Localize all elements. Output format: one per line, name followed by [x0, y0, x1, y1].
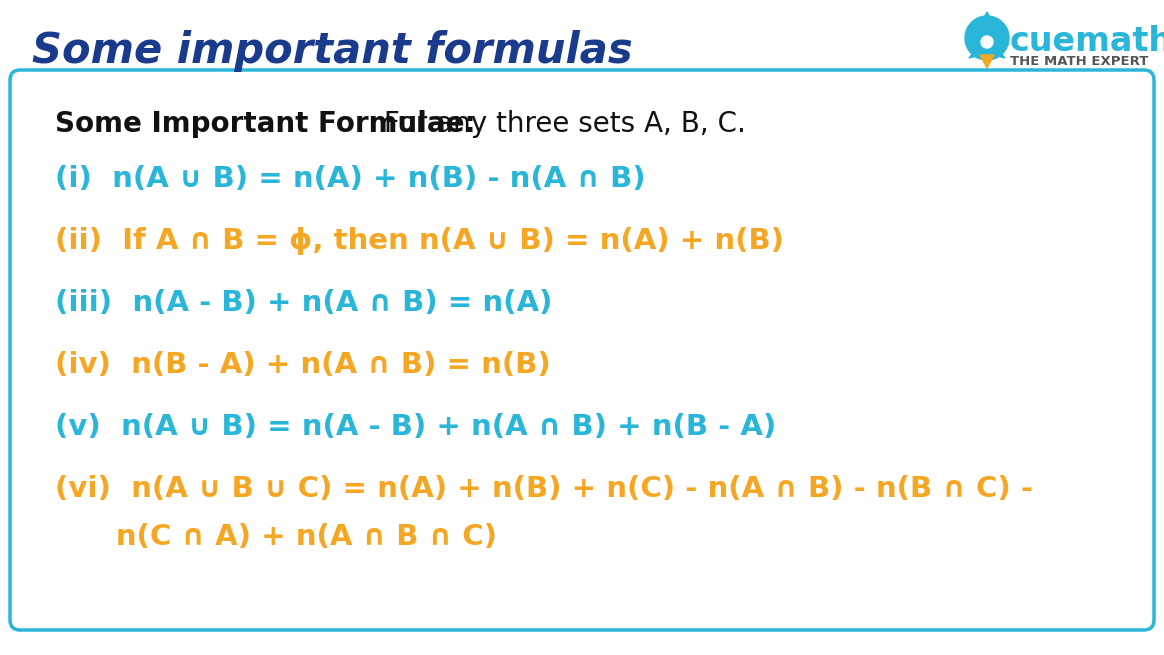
- Text: (iii)  n(A - B) + n(A ∩ B) = n(A): (iii) n(A - B) + n(A ∩ B) = n(A): [55, 289, 553, 317]
- Polygon shape: [998, 48, 1005, 58]
- Text: (iv)  n(B - A) + n(A ∩ B) = n(B): (iv) n(B - A) + n(A ∩ B) = n(B): [55, 351, 551, 379]
- Text: (v)  n(A ∪ B) = n(A - B) + n(A ∩ B) + n(B - A): (v) n(A ∪ B) = n(A - B) + n(A ∩ B) + n(B…: [55, 413, 776, 441]
- Circle shape: [965, 16, 1009, 60]
- Polygon shape: [980, 55, 994, 68]
- Text: For any three sets A, B, C.: For any three sets A, B, C.: [375, 110, 746, 138]
- Text: (vi)  n(A ∪ B ∪ C) = n(A) + n(B) + n(C) - n(A ∩ B) - n(B ∩ C) -: (vi) n(A ∪ B ∪ C) = n(A) + n(B) + n(C) -…: [55, 475, 1032, 503]
- Text: THE MATH EXPERT: THE MATH EXPERT: [1010, 55, 1149, 68]
- Text: Some Important Formulae:: Some Important Formulae:: [55, 110, 476, 138]
- Circle shape: [981, 36, 993, 48]
- Polygon shape: [968, 48, 977, 58]
- Polygon shape: [977, 38, 998, 55]
- Text: n(C ∩ A) + n(A ∩ B ∩ C): n(C ∩ A) + n(A ∩ B ∩ C): [55, 523, 497, 551]
- Text: (i)  n(A ∪ B) = n(A) + n(B) - n(A ∩ B): (i) n(A ∪ B) = n(A) + n(B) - n(A ∩ B): [55, 165, 646, 193]
- FancyBboxPatch shape: [10, 70, 1154, 630]
- Text: (ii)  If A ∩ B = ϕ, then n(A ∪ B) = n(A) + n(B): (ii) If A ∩ B = ϕ, then n(A ∪ B) = n(A) …: [55, 227, 785, 255]
- Text: Some important formulas: Some important formulas: [31, 30, 632, 72]
- Text: cuemath: cuemath: [1010, 25, 1164, 58]
- Polygon shape: [973, 12, 1001, 38]
